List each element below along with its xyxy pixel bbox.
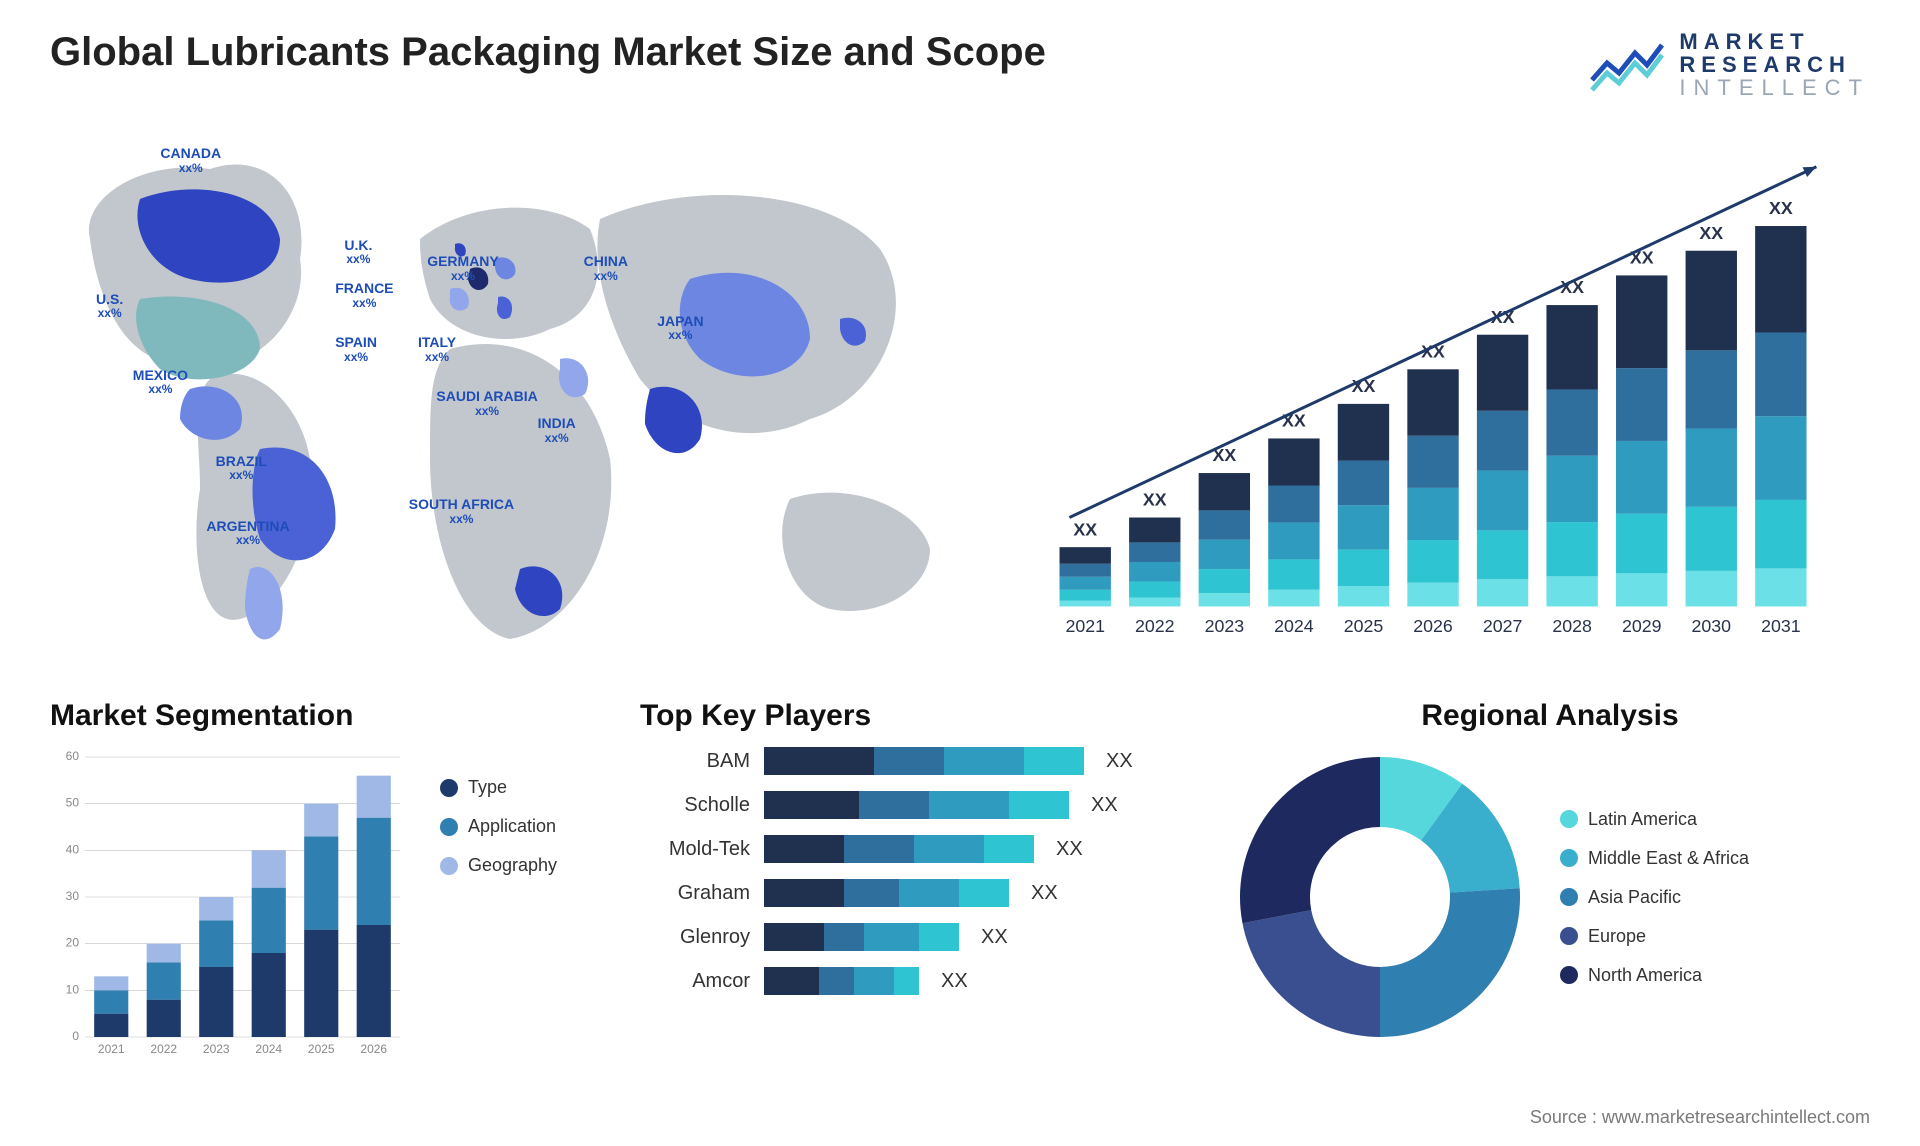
svg-text:50: 50 (66, 796, 80, 810)
key-player-bar (764, 747, 1084, 775)
map-label: SPAINxx% (335, 335, 377, 364)
legend-item: Type (440, 777, 557, 798)
svg-text:2025: 2025 (308, 1042, 335, 1056)
key-player-label: Mold-Tek (640, 838, 750, 861)
logo-mark-icon (1587, 35, 1667, 95)
key-player-value: XX (1031, 882, 1058, 905)
svg-text:40: 40 (66, 843, 80, 857)
svg-text:XX: XX (1630, 248, 1654, 268)
map-label: CHINAxx% (584, 254, 628, 283)
map-label: FRANCExx% (335, 281, 393, 310)
segmentation-section: Market Segmentation 0 10 20 30 40 50 60 2021 202… (50, 699, 610, 1067)
key-player-label: Graham (640, 882, 750, 905)
key-player-value: XX (981, 926, 1008, 949)
svg-text:2027: 2027 (1483, 616, 1523, 636)
map-label: CANADAxx% (160, 146, 221, 175)
svg-text:2023: 2023 (1205, 616, 1245, 636)
legend-item: Application (440, 816, 557, 837)
svg-text:2023: 2023 (203, 1042, 230, 1056)
key-player-row: Graham XX (640, 879, 1200, 907)
key-player-row: Scholle XX (640, 791, 1200, 819)
legend-item: Latin America (1560, 809, 1749, 830)
logo-line3: INTELLECT (1679, 76, 1870, 99)
svg-text:10: 10 (66, 983, 80, 997)
regional-legend: Latin America Middle East & Africa Asia Pa… (1560, 809, 1749, 986)
forecast-chart-svg: XX2021XX2022XX2023XX2024XX2025XX2026XX20… (1020, 129, 1850, 659)
logo-line2: RESEARCH (1679, 53, 1870, 76)
key-player-label: BAM (640, 750, 750, 773)
key-players-section: Top Key Players BAM XX Scholle XX Mold-Tek XX… (640, 699, 1200, 995)
svg-text:2030: 2030 (1692, 616, 1732, 636)
legend-item: Asia Pacific (1560, 887, 1749, 908)
key-player-bar (764, 967, 919, 995)
svg-text:2029: 2029 (1622, 616, 1662, 636)
key-player-row: BAM XX (640, 747, 1200, 775)
key-player-bar (764, 923, 959, 951)
regional-title: Regional Analysis (1230, 699, 1870, 733)
legend-item: Middle East & Africa (1560, 848, 1749, 869)
svg-text:0: 0 (72, 1029, 79, 1043)
key-player-row: Mold-Tek XX (640, 835, 1200, 863)
map-label: MEXICOxx% (133, 368, 188, 397)
svg-text:30: 30 (66, 889, 80, 903)
map-label: U.K.xx% (344, 238, 372, 267)
svg-text:2026: 2026 (1413, 616, 1453, 636)
page-title: Global Lubricants Packaging Market Size … (50, 30, 1046, 75)
map-label: BRAZILxx% (216, 454, 267, 483)
key-player-label: Glenroy (640, 926, 750, 949)
regional-section: Regional Analysis Latin America Middle Ea… (1230, 699, 1870, 1047)
key-player-value: XX (1106, 750, 1133, 773)
segmentation-legend: Type Application Geography (440, 747, 557, 876)
segmentation-chart-svg: 0 10 20 30 40 50 60 2021 2022 2023 2024 2025 2026 (50, 747, 410, 1067)
svg-text:2031: 2031 (1761, 616, 1801, 636)
key-player-value: XX (941, 970, 968, 993)
svg-text:2021: 2021 (98, 1042, 125, 1056)
regional-donut-svg (1230, 747, 1530, 1047)
svg-text:XX: XX (1769, 198, 1793, 218)
svg-text:2022: 2022 (150, 1042, 177, 1056)
map-label: GERMANYxx% (427, 254, 499, 283)
map-label: SOUTH AFRICAxx% (409, 497, 514, 526)
source-citation: Source : www.marketresearchintellect.com (1530, 1107, 1870, 1128)
svg-text:2025: 2025 (1344, 616, 1384, 636)
svg-text:60: 60 (66, 749, 80, 763)
map-label: JAPANxx% (657, 314, 703, 343)
key-player-bar (764, 879, 1009, 907)
map-label: SAUDI ARABIAxx% (436, 389, 537, 418)
svg-text:XX: XX (1143, 490, 1167, 510)
key-player-label: Scholle (640, 794, 750, 817)
map-label: ITALYxx% (418, 335, 456, 364)
key-players-title: Top Key Players (640, 699, 1200, 733)
key-player-row: Glenroy XX (640, 923, 1200, 951)
key-player-label: Amcor (640, 970, 750, 993)
legend-item: Europe (1560, 926, 1749, 947)
forecast-chart-panel: XX2021XX2022XX2023XX2024XX2025XX2026XX20… (1000, 119, 1870, 659)
legend-item: North America (1560, 965, 1749, 986)
svg-text:2024: 2024 (255, 1042, 282, 1056)
key-player-bar (764, 835, 1034, 863)
svg-text:2024: 2024 (1274, 616, 1314, 636)
map-label: U.S.xx% (96, 292, 123, 321)
map-label: ARGENTINAxx% (206, 519, 289, 548)
map-label: INDIAxx% (538, 416, 576, 445)
key-player-row: Amcor XX (640, 967, 1200, 995)
key-player-value: XX (1091, 794, 1118, 817)
legend-item: Geography (440, 855, 557, 876)
logo-line1: MARKET (1679, 30, 1870, 53)
svg-text:XX: XX (1699, 223, 1723, 243)
svg-text:2022: 2022 (1135, 616, 1175, 636)
svg-text:XX: XX (1073, 520, 1097, 540)
segmentation-title: Market Segmentation (50, 699, 610, 733)
key-player-value: XX (1056, 838, 1083, 861)
svg-text:2021: 2021 (1065, 616, 1105, 636)
key-player-bar (764, 791, 1069, 819)
key-players-list: BAM XX Scholle XX Mold-Tek XX Graham XX Glenroy X… (640, 747, 1200, 995)
svg-text:2028: 2028 (1552, 616, 1592, 636)
svg-text:2026: 2026 (360, 1042, 387, 1056)
world-map-panel: CANADAxx% U.S.xx% MEXICOxx% BRAZILxx% ARGENT… (50, 119, 970, 659)
brand-logo: MARKET RESEARCH INTELLECT (1587, 30, 1870, 99)
svg-text:20: 20 (66, 936, 80, 950)
